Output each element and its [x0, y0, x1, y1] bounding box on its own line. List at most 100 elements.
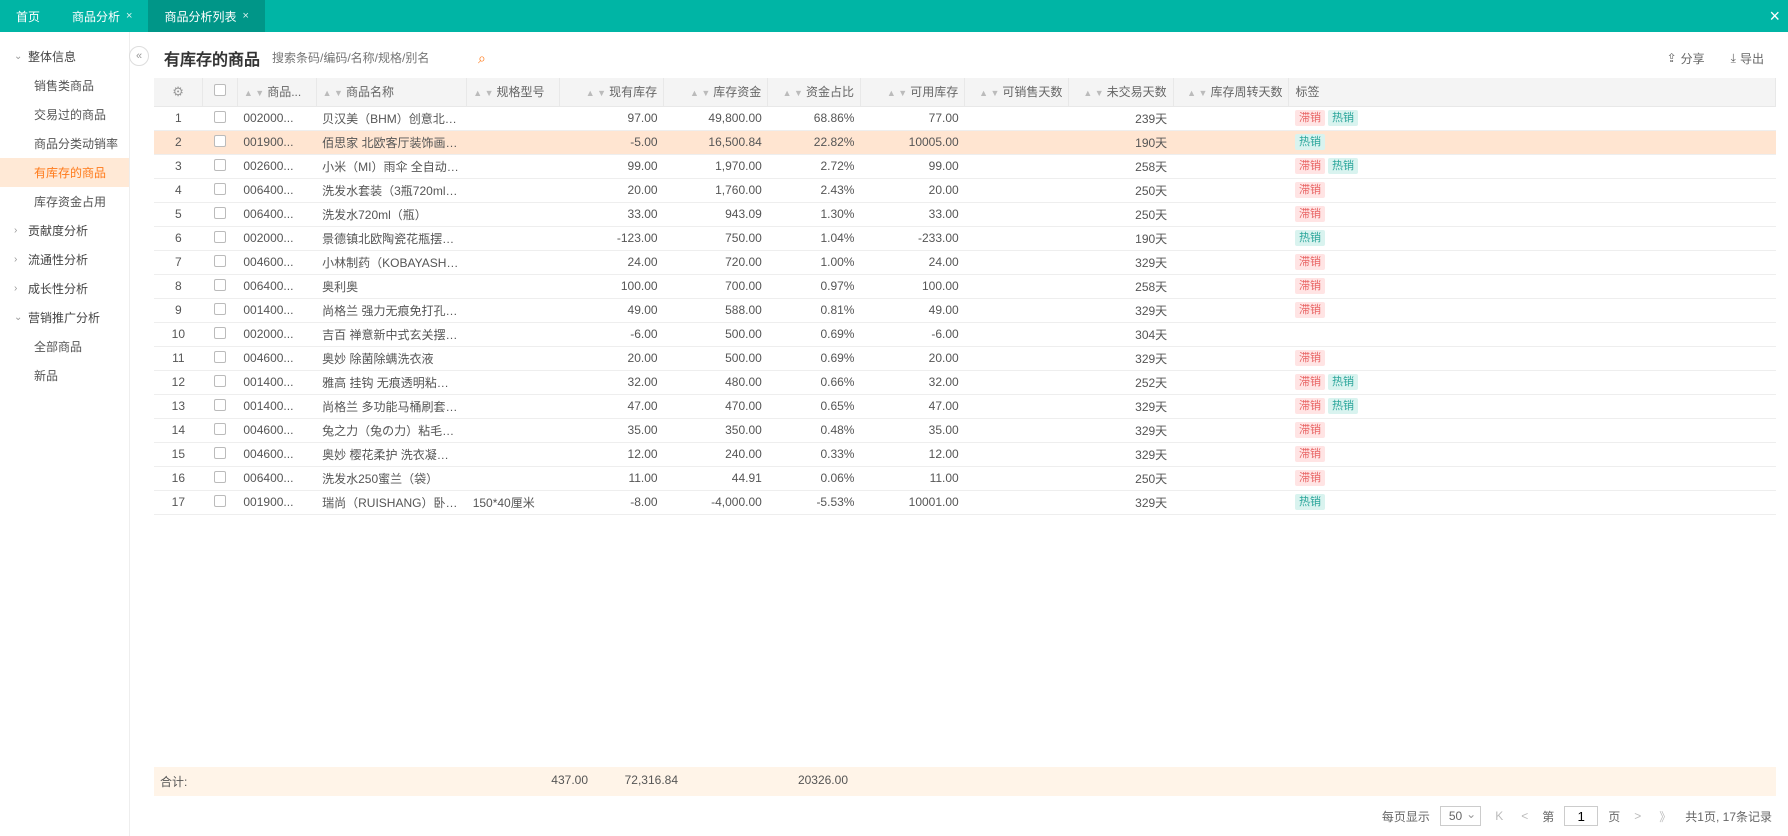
row-checkbox[interactable] [214, 327, 226, 339]
collapse-sidebar-button[interactable]: « [129, 46, 149, 66]
col-code[interactable]: ▲ ▼商品... [237, 78, 316, 106]
row-checkbox[interactable] [214, 183, 226, 195]
nav-item-交易过的商品[interactable]: 交易过的商品 [0, 100, 129, 129]
row-checkbox[interactable] [214, 303, 226, 315]
nav-item-有库存的商品[interactable]: 有库存的商品 [0, 158, 129, 187]
cell-gear: 6 [154, 226, 203, 250]
row-checkbox[interactable] [214, 231, 226, 243]
tag-热销: 热销 [1328, 110, 1358, 126]
row-checkbox[interactable] [214, 159, 226, 171]
nav-item-全部商品[interactable]: 全部商品 [0, 332, 129, 361]
cell-chk [203, 274, 238, 298]
tab-close-icon[interactable]: × [126, 10, 132, 22]
col-notx[interactable]: ▲ ▼未交易天数 [1069, 78, 1173, 106]
nav-group-成长性分析[interactable]: ›成长性分析 [0, 274, 129, 303]
row-checkbox[interactable] [214, 279, 226, 291]
col-avail[interactable]: ▲ ▼可用库存 [860, 78, 964, 106]
tag-热销: 热销 [1295, 230, 1325, 246]
cell-value: 750.00 [664, 226, 768, 250]
cell-spec [467, 418, 560, 442]
table-row[interactable]: 15004600...奥妙 樱花柔护 洗衣凝珠 1012.00240.000.3… [154, 442, 1776, 466]
table-row[interactable]: 10002000...吉百 禅意新中式玄关摆件客-6.00500.000.69%… [154, 322, 1776, 346]
nav-item-库存资金占用[interactable]: 库存资金占用 [0, 187, 129, 216]
cell-chk [203, 154, 238, 178]
table-row[interactable]: 3002600...小米（MI）雨伞 全自动折叠99.001,970.002.7… [154, 154, 1776, 178]
table-row[interactable]: 4006400...洗发水套装（3瓶720ml+1瓶20.001,760.002… [154, 178, 1776, 202]
share-button[interactable]: ⇪ 分享 [1667, 50, 1705, 67]
table-row[interactable]: 11004600...奥妙 除菌除螨洗衣液20.00500.000.69%20.… [154, 346, 1776, 370]
table-row[interactable]: 14004600...兔之力（兔の力）粘毛器粘35.00350.000.48%3… [154, 418, 1776, 442]
tag-滞销: 滞销 [1295, 350, 1325, 366]
row-checkbox[interactable] [214, 399, 226, 411]
table-row[interactable]: 12001400...雅高 挂钩 无痕透明粘钩 强32.00480.000.66… [154, 370, 1776, 394]
col-pct[interactable]: ▲ ▼资金占比 [768, 78, 861, 106]
col-stock[interactable]: ▲ ▼现有库存 [559, 78, 663, 106]
table-row[interactable]: 13001400...尚格兰 多功能马桶刷套装 马47.00470.000.65… [154, 394, 1776, 418]
row-checkbox[interactable] [214, 375, 226, 387]
nav-group-流通性分析[interactable]: ›流通性分析 [0, 245, 129, 274]
col-saled[interactable]: ▲ ▼可销售天数 [965, 78, 1069, 106]
col-spec[interactable]: ▲ ▼规格型号 [467, 78, 560, 106]
cell-pct: 0.81% [768, 298, 861, 322]
cell-saled [965, 130, 1069, 154]
table-row[interactable]: 6002000...景德镇北欧陶瓷花瓶摆件 优-123.00750.001.04… [154, 226, 1776, 250]
per-page-select[interactable]: 50 [1440, 806, 1481, 826]
cell-saled [965, 490, 1069, 514]
row-checkbox[interactable] [214, 207, 226, 219]
nav-item-销售类商品[interactable]: 销售类商品 [0, 71, 129, 100]
close-all-tabs-icon[interactable]: × [1769, 6, 1780, 27]
table-row[interactable]: 7004600...小林制药（KOBAYASHI）日24.00720.001.0… [154, 250, 1776, 274]
table-row[interactable]: 9001400...尚格兰 强力无痕免打孔浴室49.00588.000.81%4… [154, 298, 1776, 322]
row-checkbox[interactable] [214, 495, 226, 507]
table-row[interactable]: 16006400...洗发水250蜜兰（袋）11.0044.910.06%11.… [154, 466, 1776, 490]
nav-group-营销推广分析[interactable]: ⌄营销推广分析 [0, 303, 129, 332]
next-page-button[interactable]: > [1630, 809, 1645, 823]
row-checkbox[interactable] [214, 135, 226, 147]
col-name[interactable]: ▲ ▼商品名称 [316, 78, 467, 106]
row-checkbox[interactable] [214, 111, 226, 123]
search-icon[interactable]: ⌕ [478, 50, 486, 67]
select-all-checkbox[interactable] [214, 84, 226, 96]
chevron-icon: › [14, 254, 24, 265]
tab-商品分析列表[interactable]: 商品分析列表× [148, 0, 264, 32]
cell-code: 001900... [237, 490, 316, 514]
nav-group-整体信息[interactable]: ⌄整体信息 [0, 42, 129, 71]
row-checkbox[interactable] [214, 423, 226, 435]
page-input[interactable] [1564, 806, 1598, 826]
nav-item-新品[interactable]: 新品 [0, 361, 129, 390]
cell-chk [203, 346, 238, 370]
first-page-button[interactable]: K [1491, 809, 1507, 823]
table-row[interactable]: 5006400...洗发水720ml（瓶）33.00943.091.30%33.… [154, 202, 1776, 226]
row-checkbox[interactable] [214, 351, 226, 363]
cell-spec: 150*40厘米 [467, 490, 560, 514]
cell-gear: 1 [154, 106, 203, 130]
search-input[interactable] [272, 51, 472, 65]
prev-page-button[interactable]: < [1517, 809, 1532, 823]
cell-chk [203, 370, 238, 394]
tab-商品分析[interactable]: 商品分析× [56, 0, 148, 32]
nav-group-贡献度分析[interactable]: ›贡献度分析 [0, 216, 129, 245]
nav-item-商品分类动销率[interactable]: 商品分类动销率 [0, 129, 129, 158]
cell-saled [965, 394, 1069, 418]
export-button[interactable]: ⤓ 导出 [1731, 50, 1764, 67]
col-turn[interactable]: ▲ ▼库存周转天数 [1173, 78, 1289, 106]
cell-spec [467, 322, 560, 346]
last-page-button[interactable]: 》 [1655, 808, 1675, 825]
table-row[interactable]: 1002000...贝汉美（BHM）创意北欧简97.0049,800.0068.… [154, 106, 1776, 130]
row-checkbox[interactable] [214, 255, 226, 267]
row-checkbox[interactable] [214, 447, 226, 459]
col-value[interactable]: ▲ ▼库存资金 [664, 78, 768, 106]
tab-首页[interactable]: 首页 [0, 0, 56, 32]
cell-pct: 0.33% [768, 442, 861, 466]
cell-turn [1173, 250, 1289, 274]
cell-value: 588.00 [664, 298, 768, 322]
table-row[interactable]: 17001900...瑞尚（RUISHANG）卧室床150*40厘米-8.00-… [154, 490, 1776, 514]
cell-tags [1289, 322, 1776, 346]
settings-icon[interactable]: ⚙ [172, 84, 184, 99]
tab-close-icon[interactable]: × [242, 10, 248, 22]
table-row[interactable]: 2001900...佰思家 北欧客厅装饰画卧室-5.0016,500.8422.… [154, 130, 1776, 154]
cell-code: 002600... [237, 154, 316, 178]
tag-滞销: 滞销 [1295, 254, 1325, 270]
table-row[interactable]: 8006400...奥利奥100.00700.000.97%100.00258天… [154, 274, 1776, 298]
row-checkbox[interactable] [214, 471, 226, 483]
